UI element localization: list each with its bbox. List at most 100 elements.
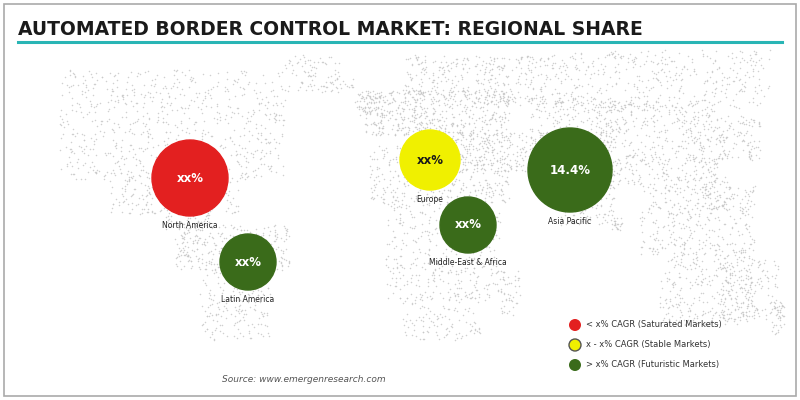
Point <box>509 273 522 279</box>
Point <box>748 183 761 190</box>
Point <box>64 146 77 152</box>
Point <box>199 308 212 315</box>
Point <box>409 222 422 229</box>
Point <box>417 90 430 96</box>
Point <box>143 190 156 196</box>
Point <box>481 290 494 297</box>
Point <box>674 177 687 183</box>
Point <box>638 107 650 114</box>
Point <box>444 294 457 300</box>
Point <box>159 214 172 221</box>
Point <box>410 316 423 323</box>
Point <box>778 321 791 327</box>
Point <box>735 210 748 216</box>
Point <box>684 127 697 134</box>
Point <box>430 89 442 95</box>
Point <box>192 173 205 180</box>
Point <box>248 305 261 312</box>
Point <box>381 148 394 155</box>
Point <box>85 135 98 141</box>
Point <box>218 266 230 272</box>
Point <box>496 196 509 203</box>
Point <box>634 180 647 186</box>
Point <box>495 288 508 295</box>
Point <box>276 133 289 140</box>
Point <box>456 76 469 82</box>
Point <box>690 171 702 177</box>
Point <box>249 302 262 308</box>
Point <box>702 166 714 172</box>
Point <box>249 166 262 173</box>
Point <box>420 63 433 70</box>
Point <box>252 232 265 239</box>
Point <box>446 111 458 117</box>
Point <box>387 228 400 234</box>
Point <box>249 79 262 86</box>
Point <box>466 226 479 232</box>
Point <box>398 100 411 106</box>
Point <box>661 85 674 92</box>
Point <box>189 225 202 231</box>
Point <box>541 74 554 81</box>
Point <box>235 172 248 178</box>
Point <box>216 230 229 236</box>
Point <box>611 115 624 122</box>
Point <box>706 277 718 284</box>
Point <box>265 162 278 169</box>
Point <box>115 136 128 143</box>
Point <box>184 192 197 198</box>
Point <box>413 184 426 191</box>
Point <box>427 110 440 116</box>
Point <box>682 234 695 240</box>
Point <box>769 280 782 287</box>
Point <box>363 99 376 105</box>
Point <box>742 196 755 203</box>
Point <box>669 281 682 288</box>
Point <box>662 276 675 283</box>
Point <box>209 267 222 273</box>
Point <box>498 63 510 69</box>
Point <box>718 299 730 305</box>
Point <box>650 134 663 140</box>
Point <box>706 315 718 322</box>
Point <box>628 83 641 89</box>
Point <box>101 86 114 92</box>
Point <box>636 238 649 244</box>
Point <box>495 143 508 149</box>
Point <box>721 258 734 265</box>
Point <box>539 62 552 68</box>
Point <box>243 304 256 310</box>
Point <box>598 63 611 69</box>
Point <box>467 282 480 288</box>
Point <box>614 177 626 183</box>
Point <box>453 330 466 336</box>
Point <box>450 56 462 63</box>
Point <box>699 221 712 227</box>
Point <box>375 116 388 123</box>
Point <box>549 98 562 104</box>
Point <box>485 56 498 63</box>
Point <box>474 218 487 224</box>
Point <box>389 116 402 123</box>
Point <box>704 200 717 206</box>
Point <box>502 168 514 174</box>
Point <box>475 187 488 193</box>
Point <box>671 174 684 180</box>
Point <box>363 95 376 102</box>
Point <box>298 58 311 64</box>
Point <box>690 204 703 211</box>
Point <box>490 157 503 164</box>
Point <box>762 292 774 298</box>
Point <box>193 167 206 173</box>
Point <box>408 118 421 125</box>
Point <box>674 287 686 293</box>
Point <box>593 118 606 124</box>
Point <box>167 221 180 228</box>
Point <box>391 110 404 116</box>
Point <box>480 101 493 108</box>
Point <box>453 110 466 117</box>
Point <box>614 167 626 174</box>
Point <box>214 313 227 319</box>
Point <box>709 247 722 254</box>
Point <box>734 48 746 55</box>
